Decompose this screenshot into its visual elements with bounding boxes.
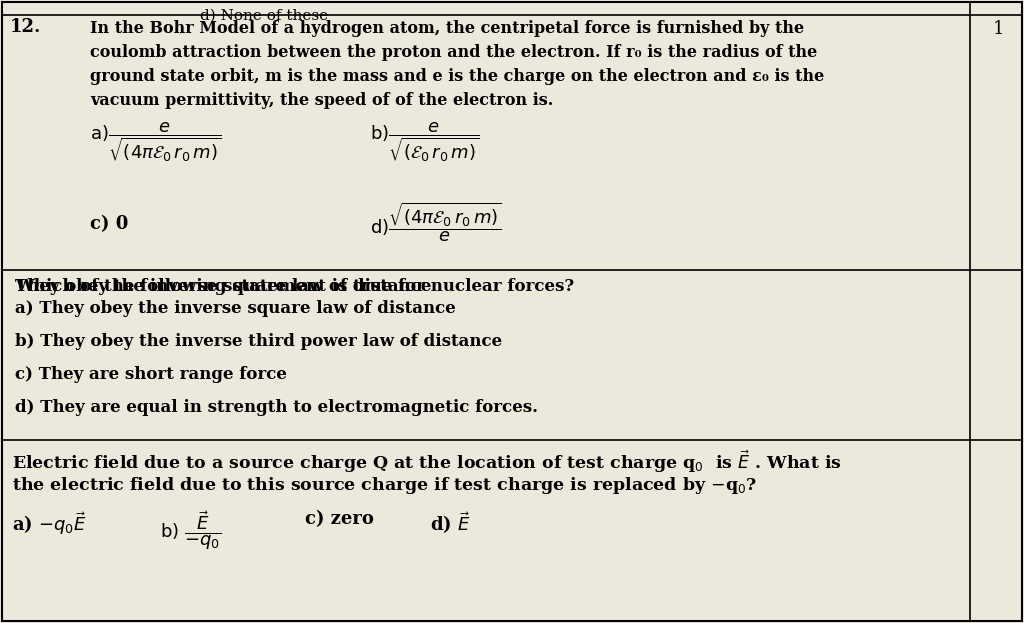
Text: d) None of these: d) None of these — [200, 9, 328, 23]
Text: a) $-q_0\vec{E}$: a) $-q_0\vec{E}$ — [12, 510, 87, 537]
Text: the electric field due to this source charge if test charge is replaced by $-$q$: the electric field due to this source ch… — [12, 475, 757, 496]
Text: d) They are equal in strength to electromagnetic forces.: d) They are equal in strength to electro… — [15, 399, 538, 416]
Text: ground state orbit, m is the mass and e is the charge on the electron and ε₀ is : ground state orbit, m is the mass and e … — [90, 68, 824, 85]
Text: Which of the following statement is true for nuclear forces?: Which of the following statement is true… — [15, 278, 574, 295]
Text: b)$\dfrac{e}{\sqrt{(\mathcal{E}_0\, r_0\, m)}}$: b)$\dfrac{e}{\sqrt{(\mathcal{E}_0\, r_0\… — [370, 120, 479, 164]
Text: c) 0: c) 0 — [90, 215, 128, 233]
Text: vacuum permittivity, the speed of of the electron is.: vacuum permittivity, the speed of of the… — [90, 92, 553, 109]
Text: b) They obey the inverse third power law of distance: b) They obey the inverse third power law… — [15, 333, 502, 350]
Text: They obey the inverse square law of distance: They obey the inverse square law of dist… — [15, 278, 431, 295]
Text: a) They obey the inverse square law of distance: a) They obey the inverse square law of d… — [15, 300, 456, 317]
Text: c) zero: c) zero — [305, 510, 374, 528]
Text: d)$\dfrac{\sqrt{(4\pi\mathcal{E}_0\, r_0\, m)}}{e}$: d)$\dfrac{\sqrt{(4\pi\mathcal{E}_0\, r_0… — [370, 200, 502, 244]
Text: Electric field due to a source charge Q at the location of test charge q$_0$  is: Electric field due to a source charge Q … — [12, 448, 842, 475]
Text: coulomb attraction between the proton and the electron. If r₀ is the radius of t: coulomb attraction between the proton an… — [90, 44, 817, 61]
Text: c) They are short range force: c) They are short range force — [15, 366, 287, 383]
Text: 12.: 12. — [10, 18, 41, 36]
Text: b) $\dfrac{\vec{E}}{-q_0}$: b) $\dfrac{\vec{E}}{-q_0}$ — [160, 510, 221, 553]
Text: 1: 1 — [993, 20, 1005, 38]
Text: In the Bohr Model of a hydrogen atom, the centripetal force is furnished by the: In the Bohr Model of a hydrogen atom, th… — [90, 20, 804, 37]
Text: d) $\vec{E}$: d) $\vec{E}$ — [430, 510, 471, 536]
Text: a)$\dfrac{e}{\sqrt{(4\pi\mathcal{E}_0\, r_0\, m)}}$: a)$\dfrac{e}{\sqrt{(4\pi\mathcal{E}_0\, … — [90, 120, 221, 164]
